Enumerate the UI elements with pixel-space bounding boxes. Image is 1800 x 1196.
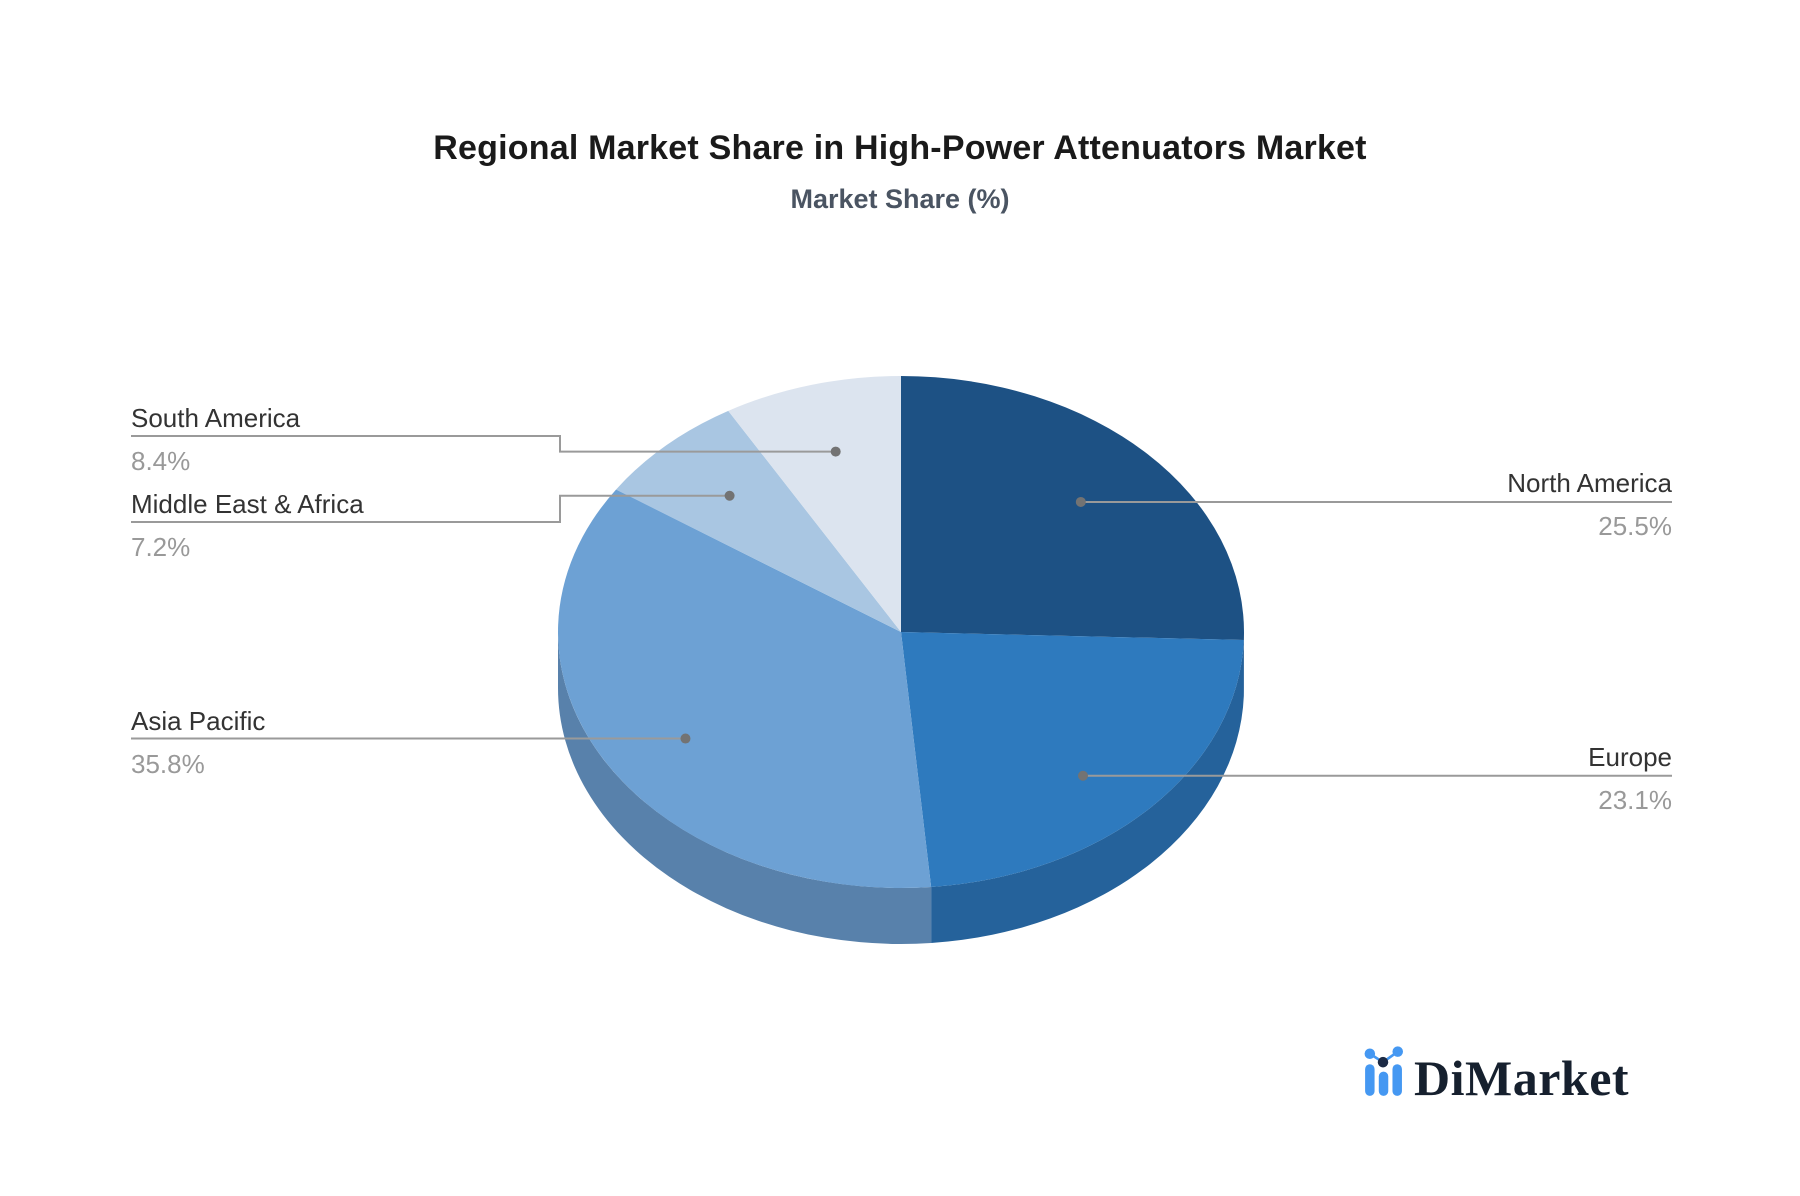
- pie-slice-north-america[interactable]: [901, 376, 1244, 641]
- pie-label-north-america: North America 25.5%: [1232, 468, 1672, 541]
- pie-label-percent: 35.8%: [131, 749, 205, 779]
- pie-label-name: South America: [131, 403, 301, 433]
- pie-slice-south-america[interactable]: [728, 376, 901, 632]
- pie-label-name: Middle East & Africa: [131, 489, 364, 519]
- pie-label-name: Asia Pacific: [131, 706, 266, 736]
- pie-label-percent: 7.2%: [131, 532, 191, 562]
- leader-dot-north-america: [1075, 496, 1086, 507]
- pie-slice-rim-europe: [931, 640, 1244, 944]
- chart-subtitle: Market Share (%): [790, 184, 1010, 214]
- pie-slice-europe[interactable]: [901, 632, 1244, 888]
- leader-line-south-america: [131, 435, 836, 453]
- pie-label-europe: Europe 23.1%: [1232, 742, 1672, 815]
- leader-dot-middle-east-africa: [724, 490, 735, 501]
- leader-line-middle-east-africa: [131, 494, 730, 523]
- pie-label-percent: 8.4%: [131, 446, 191, 476]
- pie-slice-rim-asia-pacific: [558, 632, 932, 944]
- pie-label-percent: 23.1%: [1598, 785, 1672, 815]
- pie-slice-asia-pacific[interactable]: [558, 489, 932, 888]
- leader-dot-asia-pacific: [680, 733, 691, 744]
- logo-bar-chart-icon: [1364, 1046, 1403, 1096]
- pie-label-name: Europe: [1588, 742, 1672, 772]
- pie-slice-middle-east-africa[interactable]: [616, 410, 901, 632]
- pie-label-middle-east-africa: Middle East & Africa 7.2%: [131, 489, 571, 562]
- logo: DiMarket: [1363, 1040, 1629, 1103]
- pie-label-name: North America: [1507, 468, 1672, 498]
- leader-dot-south-america: [830, 446, 841, 457]
- leader-dot-europe: [1077, 770, 1088, 781]
- pie-label-percent: 25.5%: [1598, 511, 1672, 541]
- pie-label-south-america: South America 8.4%: [131, 403, 571, 476]
- logo-text: DiMarket: [1414, 1050, 1630, 1106]
- pie-label-asia-pacific: Asia Pacific 35.8%: [131, 706, 571, 779]
- chart-title: Regional Market Share in High-Power Atte…: [433, 129, 1367, 167]
